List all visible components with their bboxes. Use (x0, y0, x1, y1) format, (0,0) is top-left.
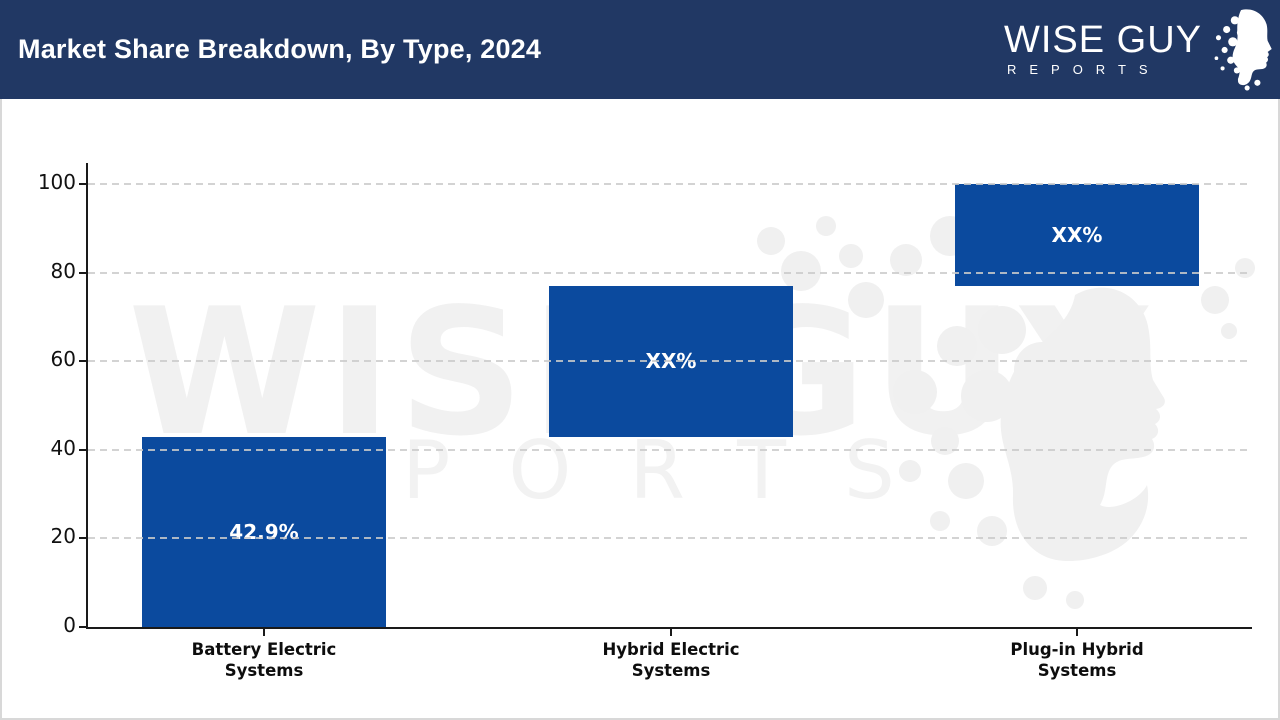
bar-value-label: 42.9% (229, 519, 299, 544)
bar-battery-electric-systems: 42.9% (142, 436, 386, 627)
x-axis-tick (1076, 629, 1078, 636)
gridline-100 (88, 183, 1252, 185)
category-label: Plug-in Hybrid Systems (1010, 640, 1144, 680)
y-axis-line (86, 163, 88, 629)
y-axis-tick-100 (79, 183, 88, 185)
y-axis-tick-0 (79, 626, 88, 628)
logo-wordmark: WISE GUY REPORTS (1004, 21, 1202, 77)
y-axis-tick-60 (79, 360, 88, 363)
logo-line1: WISE GUY (1003, 19, 1202, 61)
logo-head-icon (1214, 9, 1272, 91)
x-axis-tick (263, 629, 265, 636)
page-border-bottom (0, 718, 1280, 720)
y-axis-tick-label-100: 100 (37, 170, 76, 194)
header-bar: Market Share Breakdown, By Type, 2024 WI… (0, 0, 1280, 99)
category-label: Battery Electric Systems (191, 640, 337, 680)
category-label: Hybrid Electric Systems (602, 640, 740, 680)
y-axis-tick-80 (79, 271, 88, 274)
logo-line2: REPORTS (1006, 62, 1161, 77)
bar-plug-in-hybrid-systems: XX% (955, 184, 1199, 286)
gridline-40 (88, 448, 1252, 451)
gridline-80 (88, 271, 1252, 274)
page-border-right (1278, 99, 1280, 720)
page-border-left (0, 99, 2, 720)
y-axis-tick-20 (79, 537, 88, 540)
y-axis-tick-label-40: 40 (50, 435, 76, 460)
x-axis-tick (670, 629, 672, 636)
bar-value-label: XX% (1051, 222, 1103, 247)
gridline-20 (88, 537, 1252, 540)
gridline-60 (88, 360, 1252, 363)
page-title: Market Share Breakdown, By Type, 2024 (18, 34, 542, 64)
y-axis-tick-label-20: 20 (50, 524, 76, 549)
y-axis-tick-label-0: 0 (63, 613, 76, 637)
y-axis-tick-label-80: 80 (50, 258, 76, 283)
y-axis-tick-label-60: 60 (50, 347, 76, 372)
x-axis-line (86, 627, 1252, 629)
y-axis-tick-40 (79, 448, 88, 451)
